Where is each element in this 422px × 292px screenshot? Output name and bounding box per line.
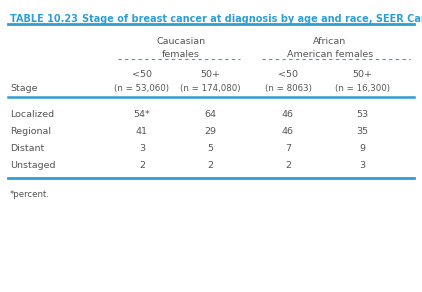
Text: 46: 46 [282,127,294,136]
Text: <50: <50 [132,70,152,79]
Text: 41: 41 [136,127,148,136]
Text: females: females [162,50,200,59]
Text: Unstaged: Unstaged [10,161,56,170]
Text: TABLE 10.23: TABLE 10.23 [10,14,78,24]
Text: 9: 9 [359,144,365,153]
Text: 54*: 54* [134,110,150,119]
Text: 29: 29 [204,127,216,136]
Text: Localized: Localized [10,110,54,119]
Text: 2: 2 [207,161,213,170]
Text: Stage: Stage [10,84,38,93]
Text: American females: American females [287,50,373,59]
Text: Distant: Distant [10,144,44,153]
Text: 3: 3 [139,144,145,153]
Text: *percent.: *percent. [10,190,50,199]
Text: 2: 2 [285,161,291,170]
Text: Stage of breast cancer at diagnosis by age and race, SEER Cancer data, 1999–2005: Stage of breast cancer at diagnosis by a… [82,14,422,24]
Text: (n = 16,300): (n = 16,300) [335,84,390,93]
Text: 50+: 50+ [200,70,220,79]
Text: 3: 3 [359,161,365,170]
Text: 5: 5 [207,144,213,153]
Text: Regional: Regional [10,127,51,136]
Text: 7: 7 [285,144,291,153]
Text: 46: 46 [282,110,294,119]
Text: Caucasian: Caucasian [157,37,206,46]
Text: 35: 35 [356,127,368,136]
Text: 64: 64 [204,110,216,119]
Text: (n = 174,080): (n = 174,080) [180,84,240,93]
Text: (n = 53,060): (n = 53,060) [114,84,170,93]
Text: <50: <50 [278,70,298,79]
Text: (n = 8063): (n = 8063) [265,84,311,93]
Text: 50+: 50+ [352,70,372,79]
Text: 2: 2 [139,161,145,170]
Text: African: African [314,37,346,46]
Text: 53: 53 [356,110,368,119]
